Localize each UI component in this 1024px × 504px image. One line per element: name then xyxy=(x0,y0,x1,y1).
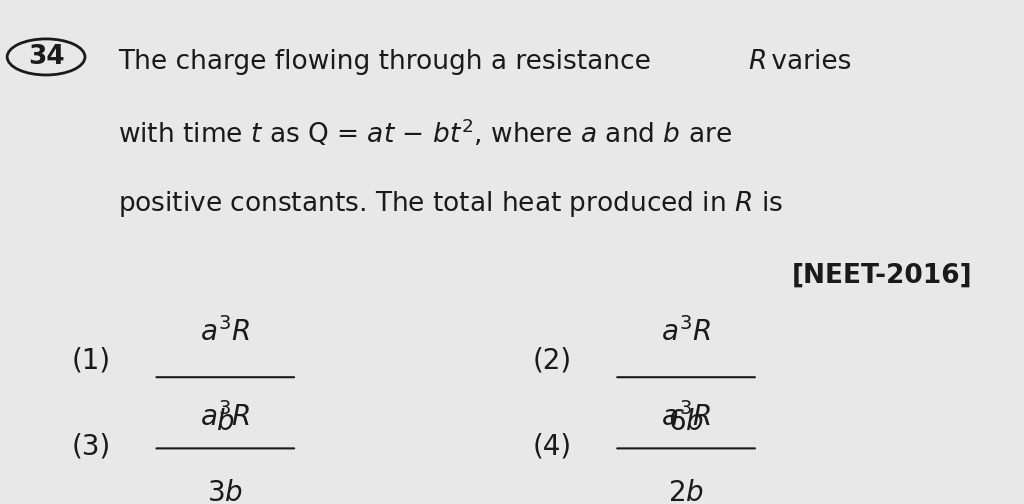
Text: 34: 34 xyxy=(28,44,65,70)
Text: The charge flowing through a resistance: The charge flowing through a resistance xyxy=(118,49,659,75)
Text: $a^3R$: $a^3R$ xyxy=(662,403,711,432)
Text: [NEET-2016]: [NEET-2016] xyxy=(793,262,973,288)
Text: $6b$: $6b$ xyxy=(668,408,705,436)
Text: positive constants. The total heat produced in $R$ is: positive constants. The total heat produ… xyxy=(118,189,782,219)
Text: (4): (4) xyxy=(532,432,571,460)
Text: varies: varies xyxy=(763,49,851,75)
Text: (2): (2) xyxy=(532,347,571,374)
Text: $3b$: $3b$ xyxy=(207,479,244,504)
Text: $a^3R$: $a^3R$ xyxy=(201,403,250,432)
Text: $R$: $R$ xyxy=(748,49,765,75)
Text: $b$: $b$ xyxy=(216,408,234,436)
Text: $a^3R$: $a^3R$ xyxy=(662,317,711,347)
Text: with time $t$ as Q = $at$ − $bt^2$, where $a$ and $b$ are: with time $t$ as Q = $at$ − $bt^2$, wher… xyxy=(118,117,732,149)
Text: $a^3R$: $a^3R$ xyxy=(201,317,250,347)
Text: (1): (1) xyxy=(72,347,111,374)
Text: (3): (3) xyxy=(72,432,111,460)
Text: $2b$: $2b$ xyxy=(668,479,705,504)
